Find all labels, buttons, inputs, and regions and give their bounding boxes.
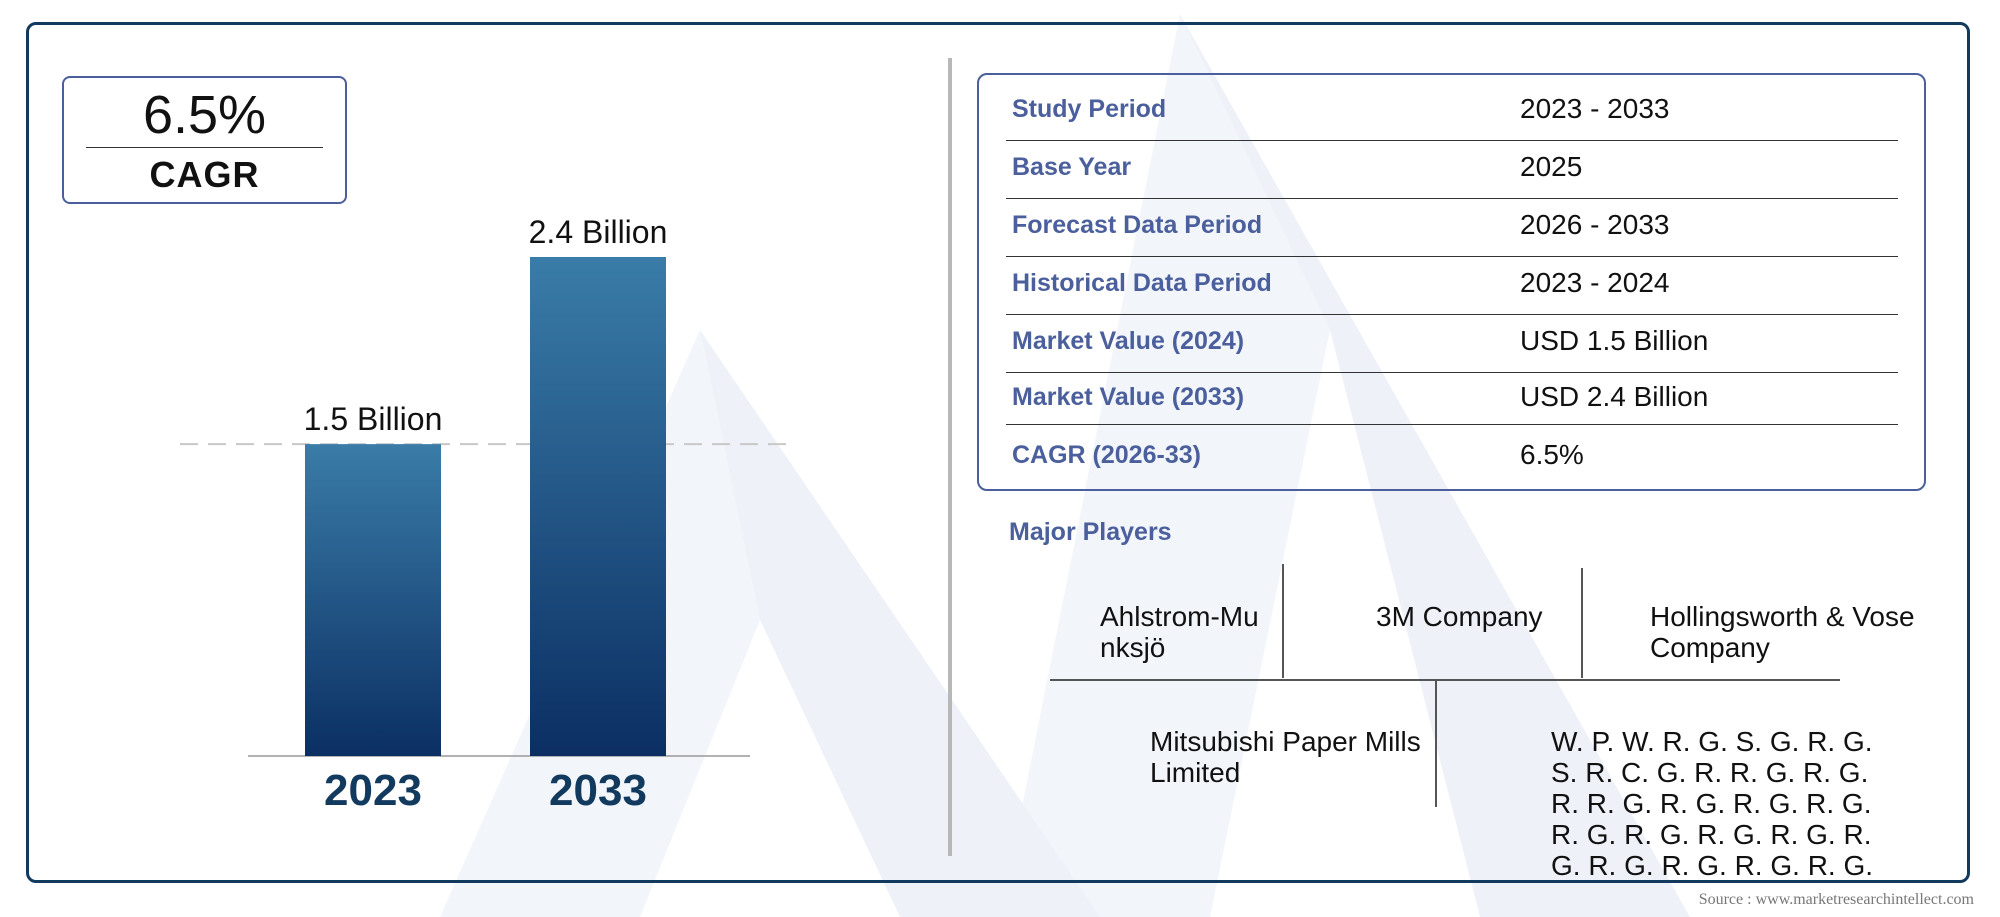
cagr-divider [86,147,323,148]
player-2-line1: 3M Company [1376,601,1543,632]
table-row-value: 6.5% [1520,439,1584,470]
player-3-line2: Company [1650,632,1770,663]
bar-value-label: 2.4 Billion [529,214,668,250]
player-5-line3: R. R. G. R. G. R. G. R. G. [1551,788,1872,819]
table-row-label: Study Period [1012,95,1167,123]
player-separator [1282,564,1284,678]
section-divider [948,58,952,856]
player-separator [1435,681,1437,807]
player-separator [1581,568,1583,678]
player-5-line5: G. R. G. R. G. R. G. R. G. [1551,850,1874,881]
table-row-label: Base Year [1012,153,1132,181]
table-row-value: USD 1.5 Billion [1520,325,1709,356]
table-row: Base Year 2025 [1006,144,1898,199]
table-row-value: 2023 - 2033 [1520,93,1670,124]
player-3: Hollingsworth & Vose Company [1650,601,1915,663]
table-row: CAGR (2026-33) 6.5% [1006,432,1898,482]
cagr-label: CAGR [149,154,260,195]
player-3-line1: Hollingsworth & Vose [1650,601,1915,632]
cagr-value: 6.5% [142,85,267,145]
x-tick-label: 2033 [549,766,647,815]
table-row: Forecast Data Period 2026 - 2033 [1006,202,1898,257]
table-row: Market Value (2033) USD 2.4 Billion [1006,374,1898,425]
player-5-line4: R. G. R. G. R. G. R. G. R. [1551,819,1872,850]
player-4-line2: Limited [1150,757,1241,788]
source-note: Source : www.marketresearchintellect.com [1698,891,1974,908]
players-row-divider [1050,679,1840,681]
summary-table [977,73,1926,491]
table-row-value: USD 2.4 Billion [1520,381,1709,412]
x-tick-label: 2023 [324,766,422,815]
cagr-box: 6.5% CAGR [62,76,347,204]
player-4: Mitsubishi Paper Mills Limited [1150,726,1421,788]
table-row: Study Period 2023 - 2033 [1006,86,1898,141]
card-frame [26,22,1970,883]
table-row-label: Forecast Data Period [1012,211,1263,239]
table-row-label: CAGR (2026-33) [1012,441,1201,469]
bar-2033 [530,257,666,756]
player-2: 3M Company [1376,601,1543,632]
bar-2023 [305,444,441,756]
table-row: Historical Data Period 2023 - 2024 [1006,260,1898,315]
table-row-label: Market Value (2033) [1012,383,1245,411]
player-1-line1: Ahlstrom-Mu [1100,601,1259,632]
bar-value-label: 1.5 Billion [304,401,443,437]
player-1: Ahlstrom-Mu nksjö [1100,601,1259,663]
player-1-line2: nksjö [1100,632,1166,663]
table-row-label: Historical Data Period [1012,269,1272,297]
table-row-value: 2025 [1520,151,1583,182]
player-5-line2: S. R. C. G. R. R. G. R. G. [1551,757,1869,788]
table-row-label: Market Value (2024) [1012,327,1245,355]
major-players-title: Major Players [1009,518,1172,546]
player-5-line1: W. P. W. R. G. S. G. R. G. [1551,726,1873,757]
player-4-line1: Mitsubishi Paper Mills [1150,726,1421,757]
bar-chart: 1.5 Billion 2023 2.4 Billion 2033 [180,214,790,815]
table-row-value: 2023 - 2024 [1520,267,1670,298]
table-row: Market Value (2024) USD 1.5 Billion [1006,318,1898,373]
player-5: W. P. W. R. G. S. G. R. G. S. R. C. G. R… [1551,726,1873,881]
table-row-value: 2026 - 2033 [1520,209,1670,240]
